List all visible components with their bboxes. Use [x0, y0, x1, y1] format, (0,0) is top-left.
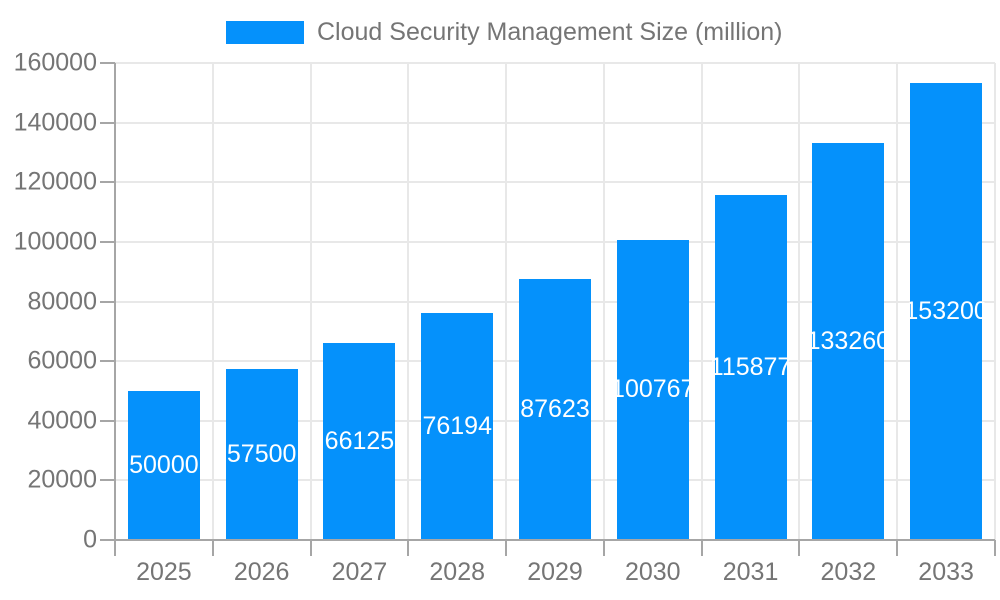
- bar-value-label: 87623: [520, 394, 590, 423]
- bar: 100767: [611, 239, 694, 540]
- gridline-vertical: [505, 63, 508, 540]
- x-axis-tick-mark: [700, 540, 703, 556]
- bar-value-label: 76194: [422, 411, 492, 440]
- gridline-vertical: [309, 63, 312, 540]
- y-axis-tick-mark: [100, 360, 115, 363]
- y-axis-tick-label: 20000: [27, 465, 97, 494]
- bar: 87623: [519, 278, 591, 540]
- x-axis-tick-mark: [602, 540, 605, 556]
- bar-value-label: 115877: [709, 352, 792, 381]
- gridline-vertical: [602, 63, 605, 540]
- y-axis-tick-mark: [100, 181, 115, 184]
- y-axis-tick-label: 140000: [13, 108, 97, 137]
- y-axis-tick-mark: [100, 479, 115, 482]
- gridline-vertical: [798, 63, 801, 540]
- gridline-horizontal: [115, 121, 995, 124]
- y-axis-tick-label: 60000: [27, 346, 97, 375]
- x-axis-tick-label: 2028: [429, 558, 486, 586]
- gridline-horizontal: [115, 62, 995, 64]
- y-axis-tick-mark: [100, 62, 115, 64]
- bar: 66125: [323, 342, 396, 540]
- gridline-vertical: [211, 63, 214, 540]
- bar-value-label: 66125: [324, 426, 395, 455]
- bar-value-label: 100767: [611, 375, 695, 404]
- gridline-vertical: [994, 63, 996, 540]
- y-axis-tick-label: 100000: [13, 227, 97, 256]
- y-axis-tick-mark: [100, 539, 115, 541]
- gridline-vertical: [407, 63, 410, 540]
- y-axis-tick-mark: [100, 240, 115, 243]
- x-axis-tick-label: 2029: [527, 558, 583, 586]
- gridline-vertical: [700, 63, 703, 540]
- bar: 153200: [904, 83, 988, 540]
- x-axis-tick-mark: [994, 540, 996, 556]
- gridline-horizontal: [115, 181, 995, 184]
- gridline-vertical: [896, 63, 899, 540]
- bar: 76194: [421, 312, 494, 540]
- x-axis-tick-label: 2030: [624, 558, 681, 586]
- y-axis-tick-label: 120000: [13, 167, 97, 196]
- bar: 133260: [807, 142, 890, 540]
- bar-value-label: 153200: [904, 297, 988, 326]
- legend-label: Cloud Security Management Size (million): [317, 18, 783, 46]
- x-axis-tick-mark: [505, 540, 508, 556]
- bar: 57500: [225, 368, 298, 540]
- y-axis-line: [114, 63, 116, 556]
- x-axis-tick-mark: [798, 540, 801, 556]
- x-axis-tick-label: 2026: [233, 558, 290, 586]
- x-axis-tick-label: 2025: [136, 558, 192, 586]
- y-axis-tick-label: 0: [83, 525, 97, 554]
- y-axis-tick-mark: [100, 300, 115, 303]
- x-axis-tick-mark: [309, 540, 312, 556]
- x-axis-tick-mark: [896, 540, 899, 556]
- x-axis-line: [115, 539, 995, 541]
- y-axis-tick-label: 160000: [13, 48, 97, 77]
- bar-value-label: 50000: [129, 450, 199, 479]
- bar: 115877: [710, 194, 791, 540]
- bar-value-label: 133260: [806, 326, 891, 355]
- x-axis-tick-label: 2027: [331, 558, 388, 586]
- chart-legend: Cloud Security Management Size (million): [226, 16, 782, 48]
- bar: 50000: [127, 390, 200, 540]
- x-axis-tick-mark: [407, 540, 410, 556]
- x-axis-tick-label: 2032: [820, 558, 877, 586]
- y-axis-tick-mark: [100, 121, 115, 124]
- y-axis-tick-label: 40000: [27, 406, 97, 435]
- y-axis-tick-label: 80000: [27, 287, 97, 315]
- x-axis-tick-mark: [211, 540, 214, 556]
- legend-swatch: [226, 20, 304, 44]
- y-axis-tick-mark: [100, 419, 115, 422]
- x-axis-tick-label: 2033: [918, 558, 974, 586]
- gridline-horizontal: [115, 240, 995, 243]
- x-axis-tick-label: 2031: [722, 558, 779, 586]
- bar-value-label: 57500: [226, 439, 297, 468]
